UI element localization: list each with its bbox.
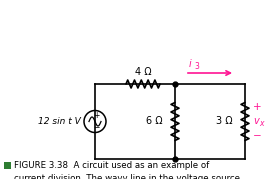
- Text: 4 Ω: 4 Ω: [135, 67, 151, 77]
- Text: i: i: [189, 59, 192, 69]
- Text: 6 Ω: 6 Ω: [146, 117, 163, 127]
- FancyBboxPatch shape: [4, 161, 11, 168]
- Text: +: +: [93, 110, 99, 120]
- Text: −: −: [253, 130, 262, 141]
- Text: FIGURE 3.38  A circuit used as an example of
current division. The wavy line in : FIGURE 3.38 A circuit used as an example…: [14, 161, 240, 179]
- Text: +: +: [253, 103, 262, 112]
- Text: 3: 3: [195, 62, 199, 71]
- Text: x: x: [259, 119, 264, 128]
- Text: 12 sin t V: 12 sin t V: [38, 117, 81, 126]
- Text: v: v: [253, 115, 259, 125]
- Text: −: −: [93, 124, 99, 132]
- Text: 3 Ω: 3 Ω: [216, 117, 233, 127]
